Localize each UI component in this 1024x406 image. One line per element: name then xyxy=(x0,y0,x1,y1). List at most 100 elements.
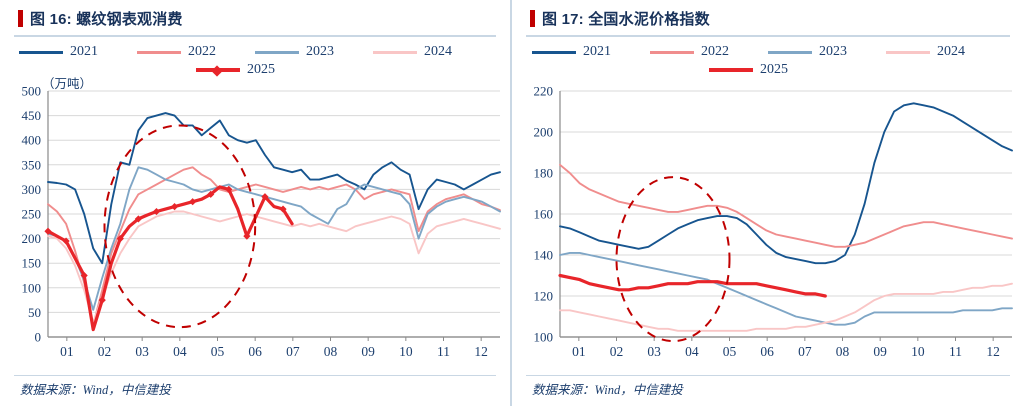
figure-17-plot: 100 120 140 160 180 200 220 01 02 03 04 05 06 07 08 09 1… xyxy=(512,79,1024,371)
legend-label: 2022 xyxy=(701,44,729,59)
y-axis-tick-label: 220 xyxy=(534,84,554,99)
legend-item-2023: 2023 xyxy=(768,44,886,60)
x-axis-tick-label: 02 xyxy=(610,344,624,359)
source-divider-17 xyxy=(526,375,1010,376)
x-axis-tick-label: 03 xyxy=(647,344,661,359)
y-axis-tick-label: 0 xyxy=(35,330,42,345)
legend-item-2025: 2025 xyxy=(196,62,314,78)
series-marker-2025 xyxy=(152,207,161,216)
y-axis-tick-label: 180 xyxy=(534,166,554,181)
legend-item-2022: 2022 xyxy=(650,44,768,60)
x-axis-tick-label: 04 xyxy=(685,344,699,359)
x-axis-tick-label: 12 xyxy=(474,344,488,359)
series-line-2022 xyxy=(47,166,501,326)
x-axis-tick-label: 03 xyxy=(135,344,149,359)
source-note-16: 数据来源：Wind，中信建投 xyxy=(20,383,171,397)
legend-label: 2024 xyxy=(937,44,965,59)
series-marker-2025 xyxy=(225,185,233,193)
x-axis-tick-label: 01 xyxy=(60,344,74,359)
figure-16-chart-svg: 0 50 100 150 200 250 300 350 400 450 500 01 02 03 04 05… xyxy=(22,84,501,359)
y-axis-tick-label: 400 xyxy=(22,133,42,148)
figure-17-title-row: 图 17: 全国水泥价格指数 xyxy=(512,0,1024,29)
legend-diamond-marker xyxy=(211,65,223,77)
legend-item-2024: 2024 xyxy=(373,44,491,60)
legend-swatch-2023 xyxy=(768,50,812,54)
series-marker-2025 xyxy=(62,237,70,245)
legend-item-2021: 2021 xyxy=(532,44,650,60)
page-title: 图 17: 全国水泥价格指数 xyxy=(542,11,710,28)
x-axis-tick-label: 02 xyxy=(98,344,112,359)
title-accent-bar xyxy=(18,10,23,27)
series-line-2025 xyxy=(558,273,827,298)
x-axis-tick-label: 09 xyxy=(873,344,887,359)
source-note-17: 数据来源：Wind，中信建投 xyxy=(532,383,683,397)
x-axis-tick-label: 04 xyxy=(173,344,187,359)
legend-item-2024: 2024 xyxy=(886,44,1004,60)
legend-item-2021: 2021 xyxy=(19,44,137,60)
legend-swatch-2024 xyxy=(373,50,417,54)
series-line-2023 xyxy=(47,166,501,311)
x-axis-tick-label: 10 xyxy=(399,344,413,359)
figure-16-legend: 2021 2022 2023 2024 2025 xyxy=(0,37,510,79)
series-line-2025 xyxy=(46,185,294,332)
y-axis-tick-label: 350 xyxy=(22,157,42,172)
y-axis-tick-label: 450 xyxy=(22,108,42,123)
series-marker-2025 xyxy=(80,271,88,280)
x-axis-tick-label: 07 xyxy=(286,344,300,359)
series-marker-2025 xyxy=(243,232,251,240)
y-axis-tick-label: 120 xyxy=(534,289,554,304)
legend-swatch-2025 xyxy=(196,65,240,77)
legend-label: 2024 xyxy=(424,44,452,59)
legend-swatch-2022 xyxy=(650,50,694,54)
series-marker-2025 xyxy=(189,198,197,206)
series-line-2024 xyxy=(47,210,501,324)
x-axis-tick-label: 08 xyxy=(836,344,850,359)
title-accent-bar xyxy=(530,10,535,27)
x-axis-tick-label: 07 xyxy=(798,344,812,359)
series-line-2022 xyxy=(559,163,1013,248)
x-axis-tick-label: 06 xyxy=(248,344,262,359)
x-axis-tick-label: 10 xyxy=(911,344,925,359)
x-axis-tick-label: 12 xyxy=(986,344,1000,359)
y-axis-unit-label: （万吨） xyxy=(42,77,93,91)
legend-label: 2021 xyxy=(70,44,98,59)
series-marker-2025 xyxy=(207,190,215,198)
y-axis-tick-label: 150 xyxy=(22,256,42,271)
x-axis-tick-label: 01 xyxy=(572,344,586,359)
legend-swatch-2022 xyxy=(137,50,181,54)
series-line-2024 xyxy=(559,282,1013,332)
series-marker-2025 xyxy=(134,215,142,223)
y-axis-tick-label: 200 xyxy=(22,231,42,246)
page-title: 图 16: 螺纹钢表观消费 xyxy=(30,11,183,28)
figure-17-legend: 2021 2022 2023 2024 2025 xyxy=(512,37,1024,79)
series-line-2021 xyxy=(47,112,501,265)
title-divider xyxy=(14,35,496,37)
series-marker-2025 xyxy=(116,235,124,243)
y-axis-tick-label: 140 xyxy=(534,248,554,263)
legend-item-2023: 2023 xyxy=(255,44,373,60)
series-line-2023 xyxy=(559,251,1013,326)
figure-panel-17: 图 17: 全国水泥价格指数 2021 2022 2023 2024 2025 100 1… xyxy=(512,0,1024,406)
y-axis-tick-label: 250 xyxy=(22,207,42,222)
series-line-2021 xyxy=(559,102,1013,265)
figure-16-title-row: 图 16: 螺纹钢表观消费 xyxy=(0,0,510,29)
series-marker-2025 xyxy=(279,205,287,213)
y-axis-tick-label: 50 xyxy=(28,305,41,320)
y-axis-tick-label: 300 xyxy=(22,182,42,197)
x-axis-tick-label: 09 xyxy=(361,344,375,359)
annotation-ellipse xyxy=(103,124,257,329)
legend-item-2022: 2022 xyxy=(137,44,255,60)
series-marker-2025 xyxy=(44,227,52,235)
legend-label: 2021 xyxy=(583,44,611,59)
title-divider xyxy=(526,35,1010,37)
series-marker-2025 xyxy=(261,193,269,201)
legend-swatch-2023 xyxy=(255,50,299,54)
y-axis-tick-label: 160 xyxy=(534,207,554,222)
legend-label: 2025 xyxy=(247,62,275,77)
legend-swatch-2021 xyxy=(19,50,63,54)
y-axis-tick-label: 200 xyxy=(534,125,554,140)
legend-label: 2022 xyxy=(188,44,216,59)
series-marker-2025 xyxy=(170,203,179,211)
source-divider-16 xyxy=(14,375,496,376)
